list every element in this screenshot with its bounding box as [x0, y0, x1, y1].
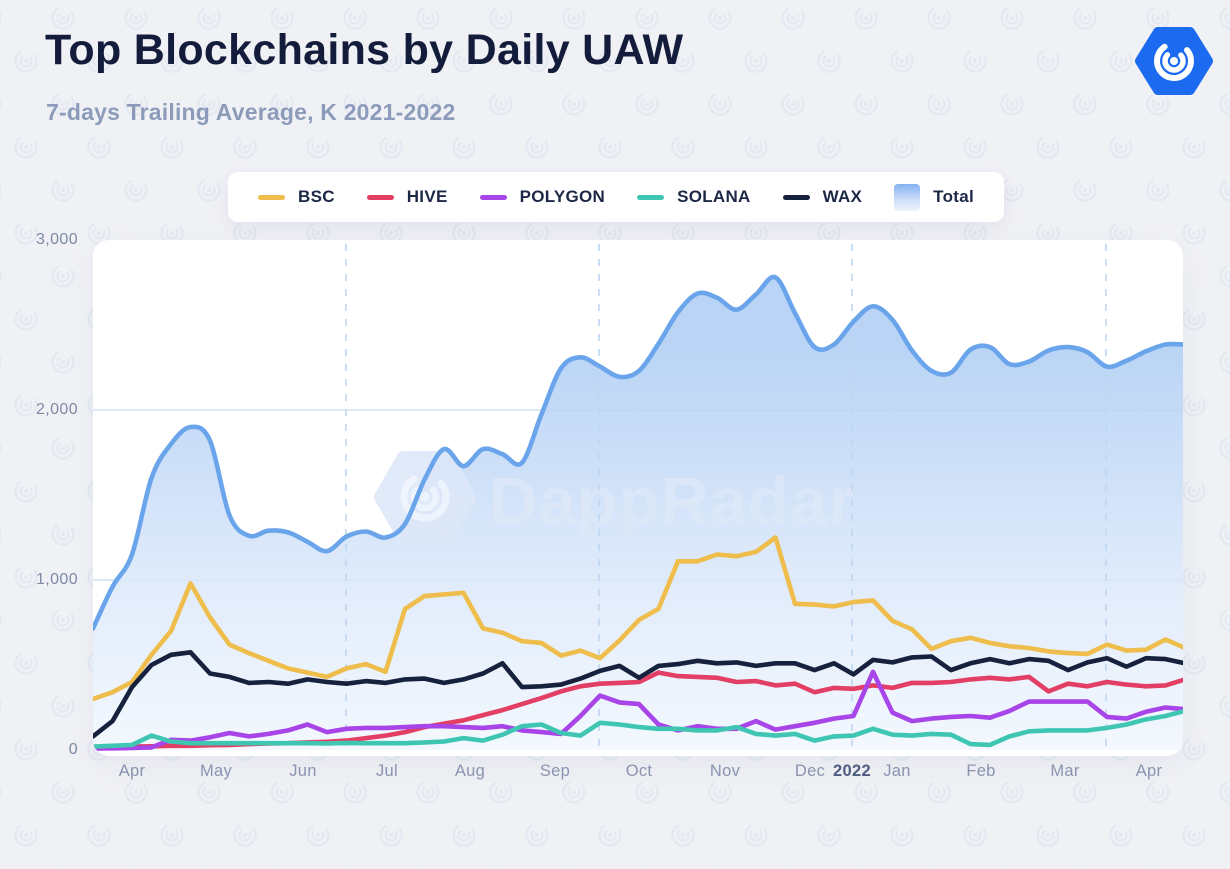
bsc-line — [93, 535, 1183, 702]
legend-item-solana: SOLANA — [637, 187, 751, 207]
wax-line — [93, 649, 1183, 739]
legend-item-hive: HIVE — [366, 187, 448, 207]
svg-text:DappRadar: DappRadar — [489, 464, 855, 539]
x-tick-label: Nov — [709, 762, 741, 780]
legend-label: BSC — [298, 187, 335, 206]
legend-label: SOLANA — [677, 187, 751, 206]
legend-label: POLYGON — [519, 187, 606, 206]
solana-swatch-icon — [637, 194, 665, 200]
logo-spiral-glyph — [1154, 41, 1194, 81]
x-axis: Apr May Jun Jul Aug Sep Oct Nov Dec 2022 Jan Feb Mar… — [93, 762, 1183, 786]
legend-label: WAX — [822, 187, 863, 206]
hive-swatch-icon — [366, 194, 394, 200]
total-area-fill — [93, 277, 1183, 750]
total-swatch-icon — [894, 183, 921, 211]
x-tick-label: Aug — [454, 762, 486, 780]
x-tick-label: Apr — [1135, 762, 1163, 780]
page-title: Top Blockchains by Daily UAW — [45, 26, 684, 74]
solana-line — [93, 709, 1183, 749]
x-tick-label: Apr — [118, 762, 146, 780]
bsc-swatch-icon — [258, 194, 285, 200]
y-tick-label: 1,000 — [35, 571, 78, 588]
x-tick-label: Sep — [539, 762, 571, 780]
page-subtitle: 7-days Trailing Average, K 2021-2022 — [46, 99, 456, 125]
y-tick-label: 2,000 — [35, 401, 78, 418]
legend-item-wax: WAX — [782, 187, 863, 207]
wax-swatch-icon — [782, 194, 810, 200]
x-tick-label: Jan — [883, 762, 911, 780]
polygon-swatch-icon — [479, 194, 507, 200]
legend-item-bsc: BSC — [258, 187, 335, 207]
polygon-line — [93, 669, 1183, 751]
dappradar-logo-icon — [1135, 27, 1213, 95]
y-axis: 3,000 2,000 1,000 0 — [0, 0, 80, 869]
x-tick-label: Feb — [966, 762, 996, 780]
y-tick-label: 3,000 — [35, 231, 78, 248]
legend-label: Total — [933, 187, 974, 206]
x-tick-label: May — [199, 762, 233, 780]
y-tick-label: 0 — [68, 741, 78, 758]
x-tick-label-year: 2022 — [833, 762, 871, 780]
x-tick-label: Jun — [289, 762, 317, 780]
chart-canvas: DappRadar — [93, 244, 1183, 752]
total-line — [93, 274, 1183, 631]
legend-label: HIVE — [406, 187, 448, 206]
x-tick-label: Jul — [376, 762, 398, 780]
x-tick-label: Mar — [1050, 762, 1080, 780]
legend-item-total: Total — [894, 183, 974, 211]
x-tick-label: Dec — [794, 762, 826, 780]
x-tick-label: Oct — [625, 762, 653, 780]
chart-panel: DappRadar — [93, 240, 1183, 756]
dappradar-watermark: DappRadar — [374, 451, 855, 543]
chart-legend: BSC HIVE POLYGON SOLANA WAX Total — [228, 172, 1004, 222]
legend-item-polygon: POLYGON — [479, 187, 606, 207]
